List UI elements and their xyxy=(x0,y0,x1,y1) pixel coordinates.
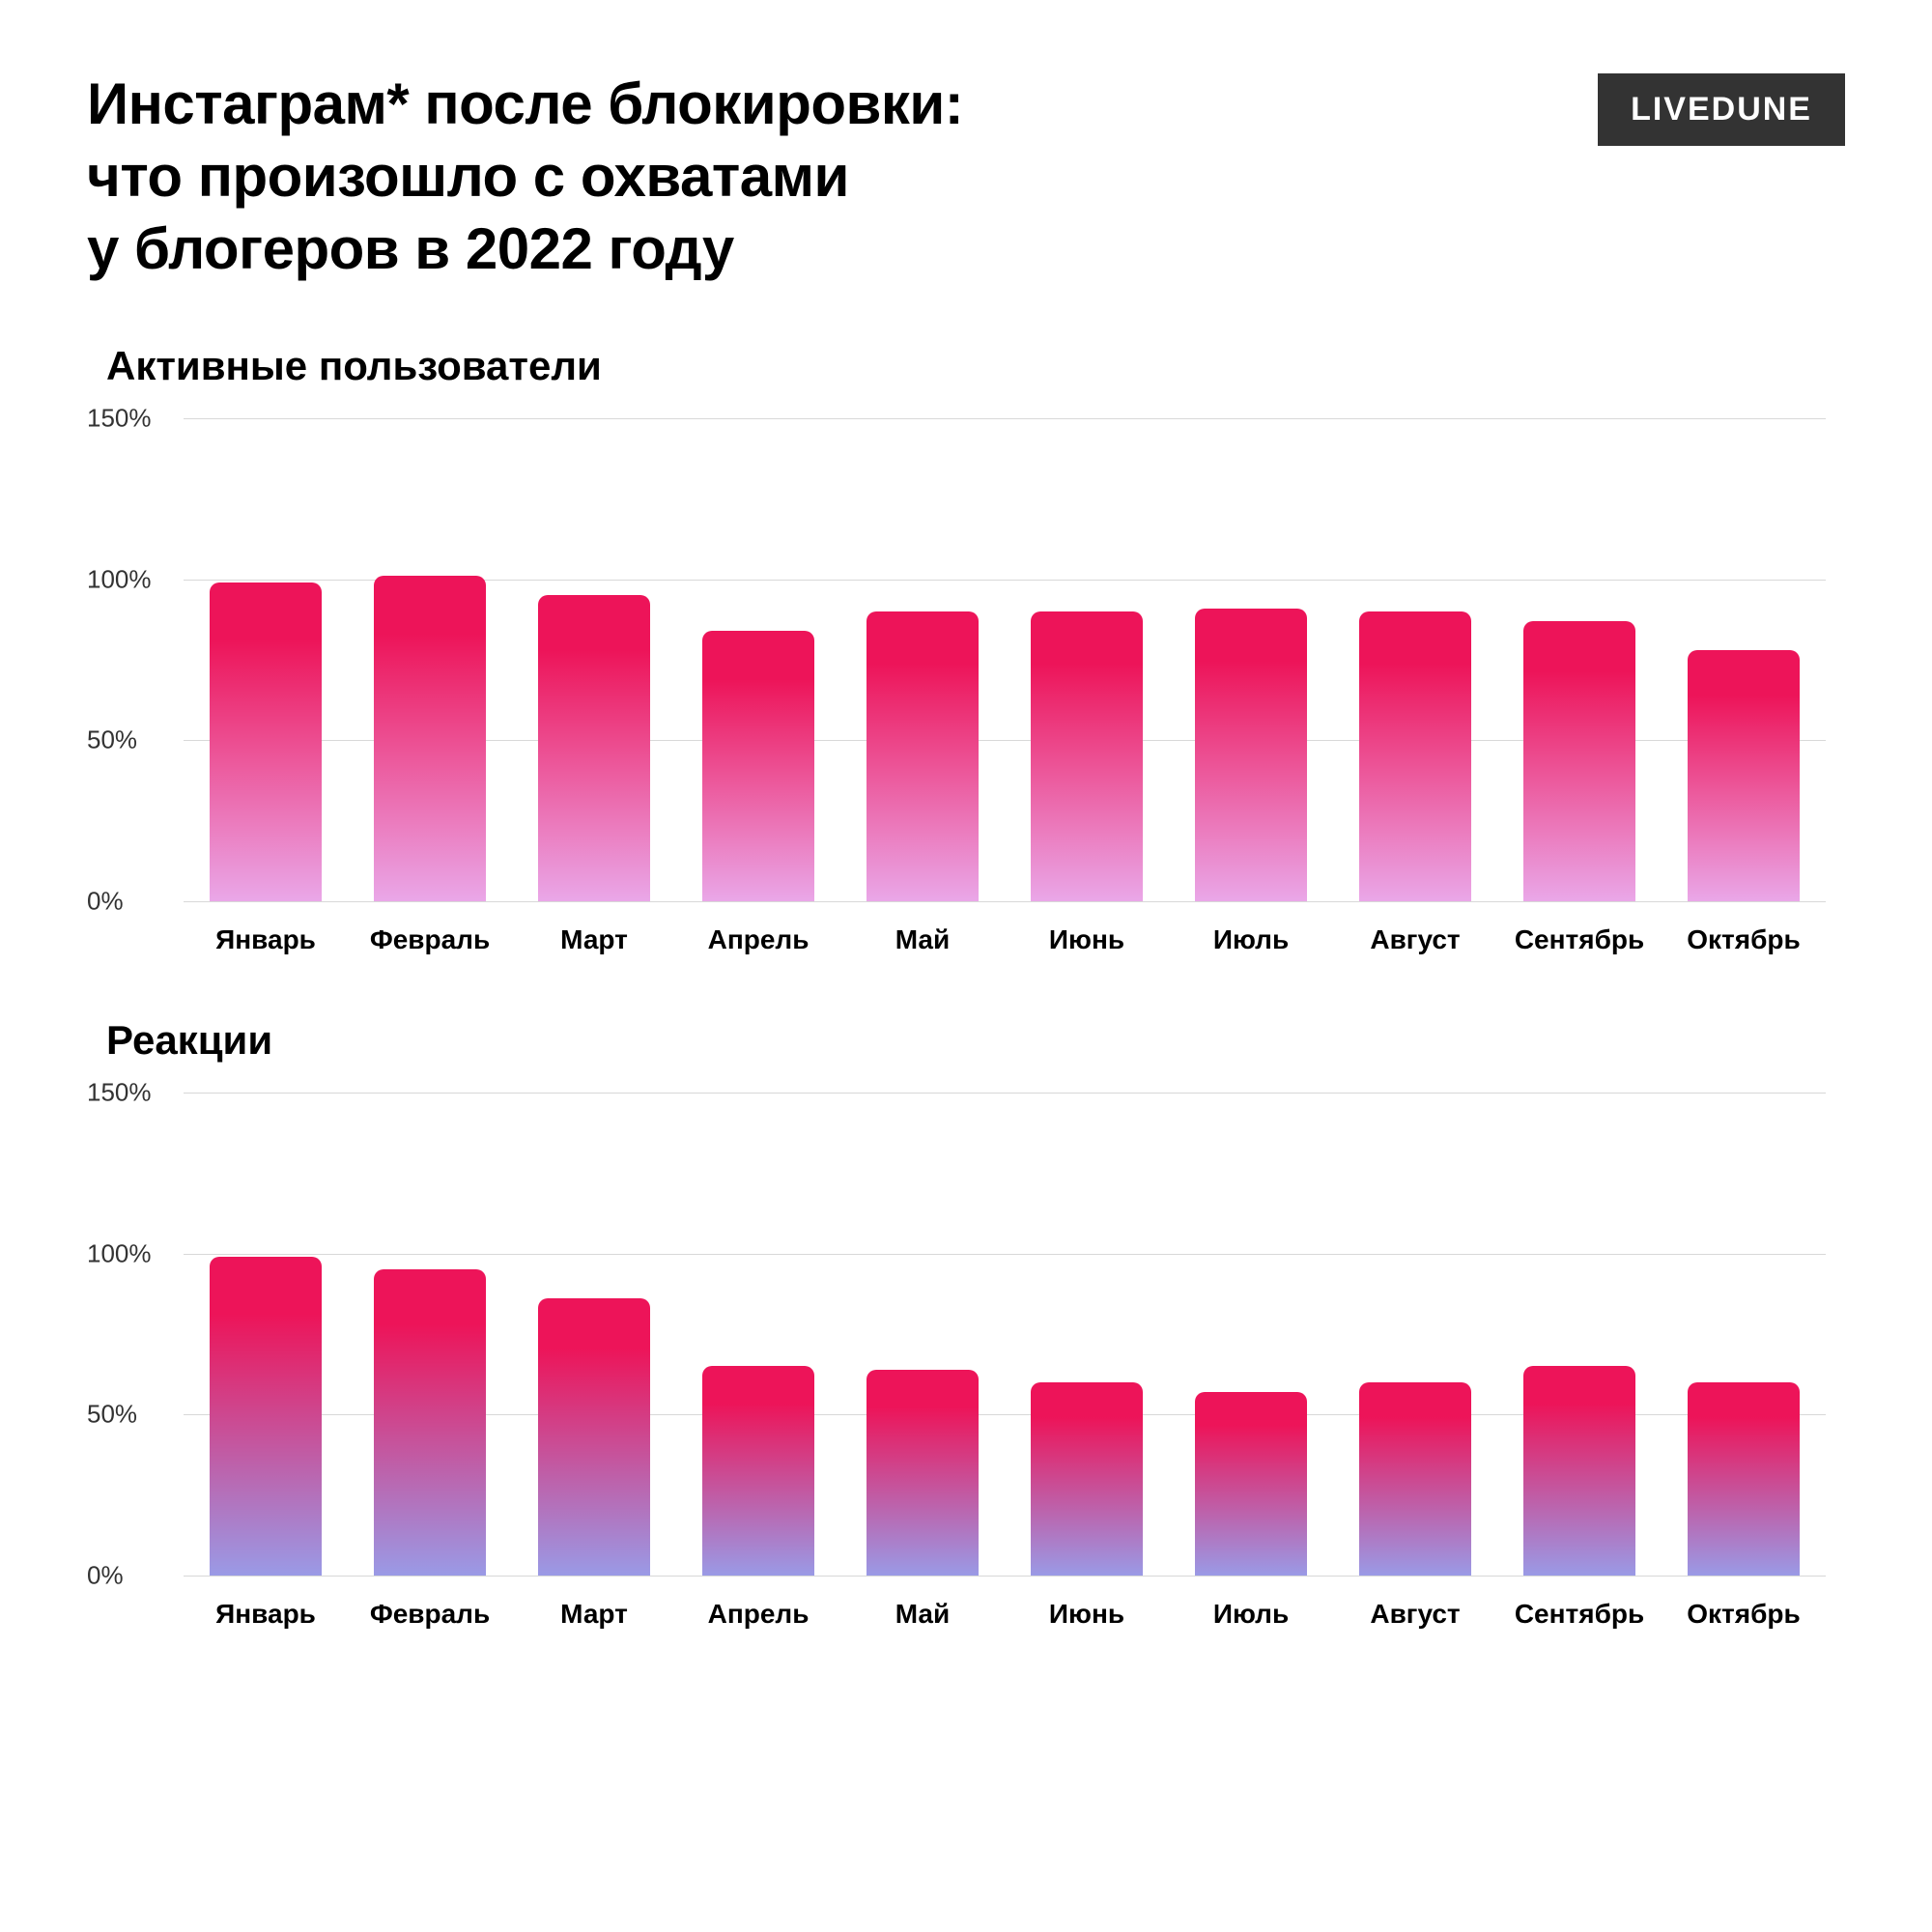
x-axis-label: Август xyxy=(1333,911,1497,959)
y-tick-label: 150% xyxy=(87,1078,152,1108)
bar xyxy=(1688,1382,1800,1576)
bar-wrap xyxy=(840,1093,1005,1576)
brand-badge: LIVEDUNE xyxy=(1598,73,1845,146)
bar-wrap xyxy=(1662,1093,1826,1576)
bar xyxy=(867,611,979,901)
bar xyxy=(1523,1366,1635,1576)
chart-title: Активные пользователи xyxy=(106,343,1845,389)
x-axis-label: Июнь xyxy=(1005,1585,1169,1634)
bar-wrap xyxy=(512,418,676,901)
y-tick-label: 50% xyxy=(87,725,137,755)
bar xyxy=(538,1298,650,1576)
x-axis-label: Июль xyxy=(1169,1585,1333,1634)
x-axis-label: Июль xyxy=(1169,911,1333,959)
bar-wrap xyxy=(1005,1093,1169,1576)
x-axis-label: Январь xyxy=(184,1585,348,1634)
gridline xyxy=(184,1576,1826,1577)
bar xyxy=(374,1269,486,1576)
bar xyxy=(1195,609,1307,901)
bar xyxy=(538,595,650,901)
bar xyxy=(702,1366,814,1576)
bars-group xyxy=(184,418,1826,901)
bar xyxy=(210,1257,322,1576)
bar xyxy=(374,576,486,901)
x-axis-label: Апрель xyxy=(676,1585,840,1634)
y-tick-label: 0% xyxy=(87,887,124,917)
bars-group xyxy=(184,1093,1826,1576)
x-axis-label: Май xyxy=(840,1585,1005,1634)
y-tick-label: 100% xyxy=(87,564,152,594)
bar xyxy=(1523,621,1635,901)
x-axis: ЯнварьФевральМартАпрельМайИюньИюльАвгуст… xyxy=(184,1585,1826,1634)
bar-wrap xyxy=(1497,1093,1662,1576)
x-axis: ЯнварьФевральМартАпрельМайИюньИюльАвгуст… xyxy=(184,911,1826,959)
bar-wrap xyxy=(1333,418,1497,901)
x-axis-label: Октябрь xyxy=(1662,911,1826,959)
bar xyxy=(1359,611,1471,901)
bar xyxy=(1359,1382,1471,1576)
x-axis-label: Февраль xyxy=(348,1585,512,1634)
bar xyxy=(867,1370,979,1576)
bar-wrap xyxy=(1169,418,1333,901)
gridline xyxy=(184,901,1826,902)
bar-wrap xyxy=(1005,418,1169,901)
x-axis-label: Февраль xyxy=(348,911,512,959)
y-tick-label: 150% xyxy=(87,404,152,434)
bar-wrap xyxy=(1662,418,1826,901)
chart-section: Активные пользователи 0% 50% 100% 150% Январь… xyxy=(87,343,1845,959)
charts-container: Активные пользователи 0% 50% 100% 150% Январь… xyxy=(87,343,1845,1634)
x-axis-label: Октябрь xyxy=(1662,1585,1826,1634)
bar-wrap xyxy=(1497,418,1662,901)
x-axis-label: Март xyxy=(512,911,676,959)
page-title: Инстаграм* после блокировки: что произош… xyxy=(87,68,963,285)
bar-wrap xyxy=(676,418,840,901)
x-axis-label: Январь xyxy=(184,911,348,959)
bar-wrap xyxy=(676,1093,840,1576)
chart-container: 0%50%100%150%ЯнварьФевральМартАпрельМайИ… xyxy=(87,418,1845,959)
x-axis-label: Май xyxy=(840,911,1005,959)
y-axis: 0%50%100%150% xyxy=(87,1093,174,1576)
bar-wrap xyxy=(1333,1093,1497,1576)
bar-wrap xyxy=(512,1093,676,1576)
header: Инстаграм* после блокировки: что произош… xyxy=(87,68,1845,285)
title-line-1: Инстаграм* после блокировки: xyxy=(87,68,963,140)
chart-title: Реакции xyxy=(106,1017,1845,1064)
bar xyxy=(1031,1382,1143,1576)
x-axis-label: Апрель xyxy=(676,911,840,959)
chart-section: Реакции 0% 50% 100% 150% ЯнварьФевральМартАпр… xyxy=(87,1017,1845,1634)
bar xyxy=(1195,1392,1307,1576)
plot-area xyxy=(184,1093,1826,1576)
bar xyxy=(1031,611,1143,901)
bar-wrap xyxy=(184,418,348,901)
bar-wrap xyxy=(348,418,512,901)
bar-wrap xyxy=(348,1093,512,1576)
bar xyxy=(1688,650,1800,901)
title-line-3: у блогеров в 2022 году xyxy=(87,213,963,285)
x-axis-label: Сентябрь xyxy=(1497,911,1662,959)
y-axis: 0%50%100%150% xyxy=(87,418,174,901)
chart-container: 0%50%100%150%ЯнварьФевральМартАпрельМайИ… xyxy=(87,1093,1845,1634)
y-tick-label: 100% xyxy=(87,1238,152,1268)
title-line-2: что произошло с охватами xyxy=(87,140,963,213)
x-axis-label: Июнь xyxy=(1005,911,1169,959)
bar xyxy=(702,631,814,901)
y-tick-label: 0% xyxy=(87,1561,124,1591)
bar-wrap xyxy=(184,1093,348,1576)
x-axis-label: Сентябрь xyxy=(1497,1585,1662,1634)
bar-wrap xyxy=(1169,1093,1333,1576)
x-axis-label: Август xyxy=(1333,1585,1497,1634)
bar-wrap xyxy=(840,418,1005,901)
plot-area xyxy=(184,418,1826,901)
y-tick-label: 50% xyxy=(87,1400,137,1430)
bar xyxy=(210,582,322,901)
x-axis-label: Март xyxy=(512,1585,676,1634)
